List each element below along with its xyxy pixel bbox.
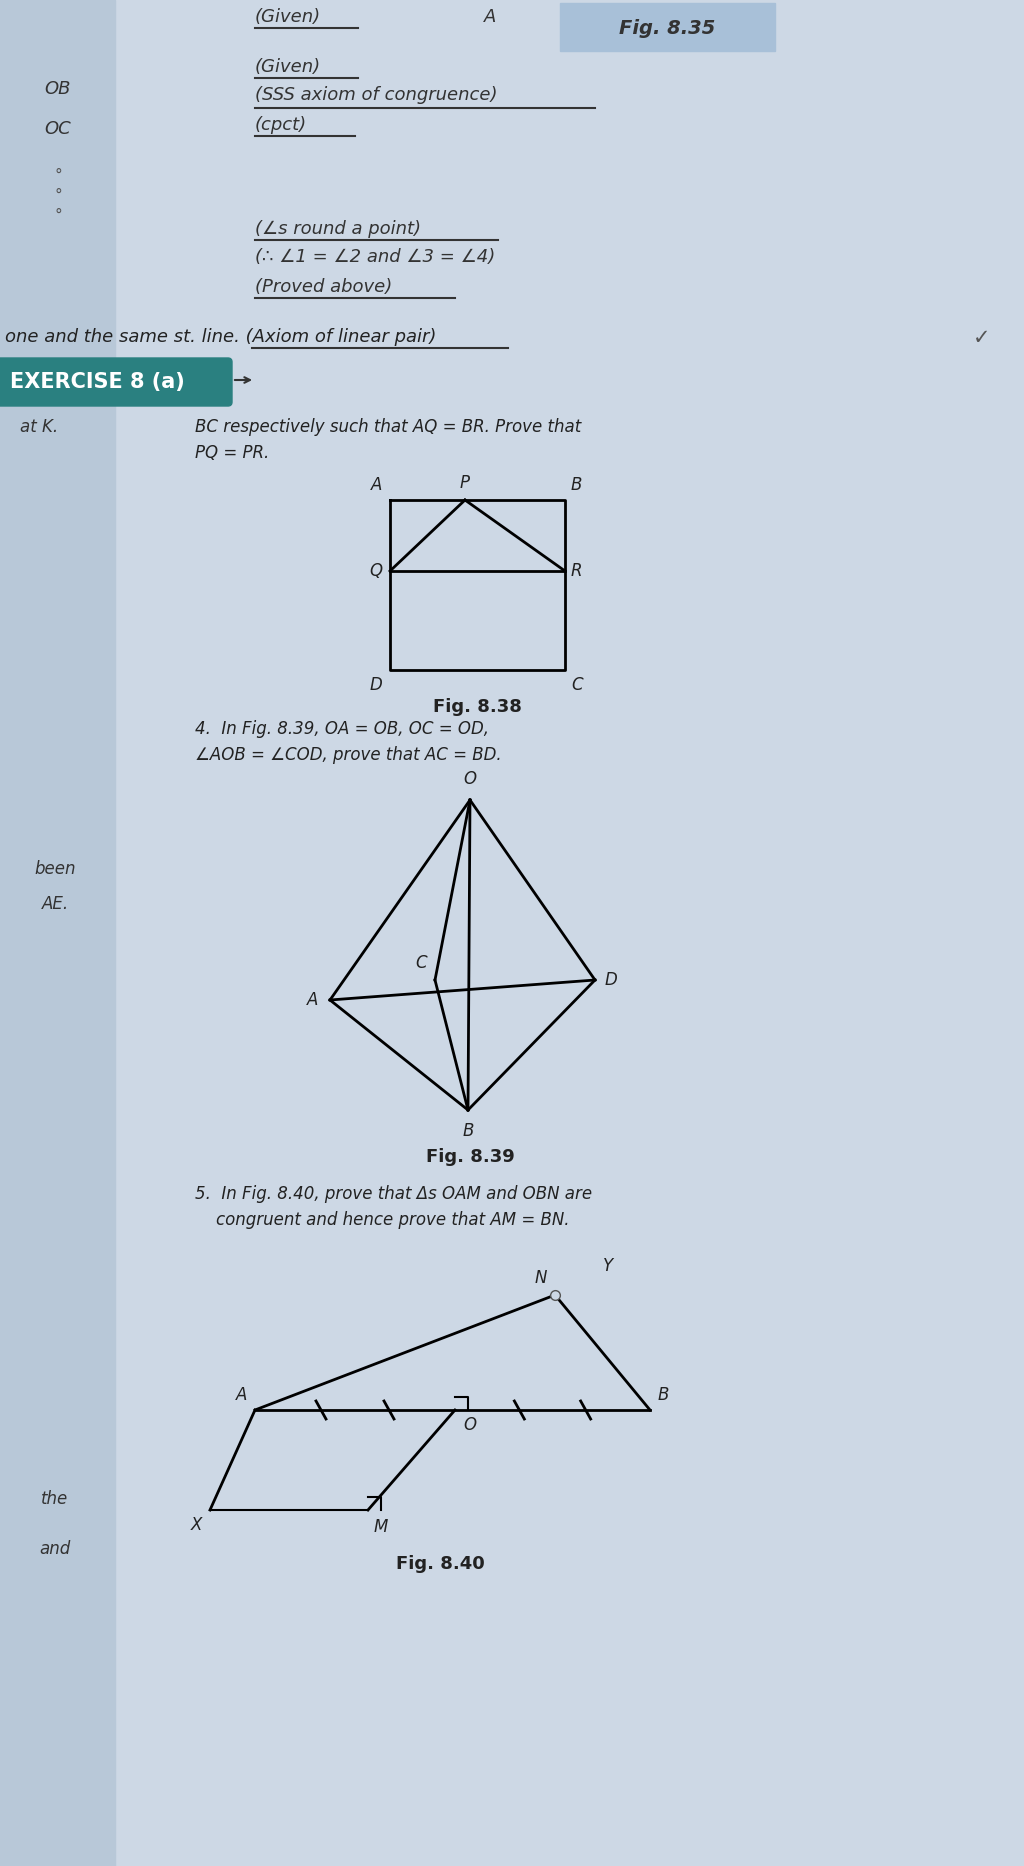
Text: (Given): (Given): [255, 7, 322, 26]
Text: AE.: AE.: [41, 896, 69, 912]
Text: C: C: [416, 954, 427, 972]
Bar: [0, 0, 115, 1866]
Text: A: A: [306, 991, 318, 1010]
Text: (Given): (Given): [255, 58, 322, 77]
Text: EXERCISE 8 (a): EXERCISE 8 (a): [10, 371, 184, 392]
Text: P: P: [460, 474, 470, 493]
Text: ∠AOB = ∠COD, prove that AC = BD.: ∠AOB = ∠COD, prove that AC = BD.: [195, 746, 502, 763]
Text: at K.: at K.: [20, 418, 58, 437]
Text: Q: Q: [369, 562, 382, 580]
Text: (SSS axiom of congruence): (SSS axiom of congruence): [255, 86, 498, 104]
Text: A: A: [483, 7, 497, 26]
Text: one and the same st. line. (Axiom of linear pair): one and the same st. line. (Axiom of lin…: [5, 328, 436, 345]
Text: N: N: [535, 1269, 547, 1288]
Text: C: C: [571, 675, 583, 694]
Text: A: A: [371, 476, 382, 494]
Text: °: °: [54, 188, 61, 203]
Text: Y: Y: [603, 1258, 613, 1274]
Text: °: °: [54, 168, 61, 183]
Text: ✓: ✓: [973, 328, 990, 347]
Bar: [560, 4, 775, 50]
Text: (Proved above): (Proved above): [255, 278, 392, 297]
Text: D: D: [370, 675, 382, 694]
Text: B: B: [571, 476, 583, 494]
Text: (cpct): (cpct): [255, 116, 307, 134]
Text: Fig. 8.35: Fig. 8.35: [618, 19, 715, 37]
Text: D: D: [605, 970, 617, 989]
Text: R: R: [571, 562, 583, 580]
Text: congruent and hence prove that AM = BN.: congruent and hence prove that AM = BN.: [195, 1211, 569, 1230]
Text: PQ = PR.: PQ = PR.: [195, 444, 269, 463]
Text: BC respectively such that AQ = BR. Prove that: BC respectively such that AQ = BR. Prove…: [195, 418, 582, 437]
Text: OC: OC: [45, 119, 72, 138]
Text: 4.  In Fig. 8.39, OA = OB, OC = OD,: 4. In Fig. 8.39, OA = OB, OC = OD,: [195, 720, 489, 737]
Text: M: M: [374, 1519, 388, 1536]
Text: Fig. 8.40: Fig. 8.40: [395, 1554, 484, 1573]
Text: Fig. 8.39: Fig. 8.39: [426, 1148, 514, 1166]
Text: (∴ ∠1 = ∠2 and ∠3 = ∠4): (∴ ∠1 = ∠2 and ∠3 = ∠4): [255, 248, 496, 267]
Text: (∠s round a point): (∠s round a point): [255, 220, 421, 239]
Text: OB: OB: [45, 80, 72, 99]
Text: °: °: [54, 207, 61, 224]
Text: A: A: [236, 1386, 247, 1403]
Text: O: O: [463, 1416, 476, 1433]
Text: B: B: [462, 1121, 474, 1140]
Text: B: B: [658, 1386, 670, 1403]
Text: the: the: [41, 1489, 69, 1508]
Text: O: O: [464, 771, 476, 787]
Text: been: been: [34, 860, 76, 879]
Text: 5.  In Fig. 8.40, prove that Δs OAM and OBN are: 5. In Fig. 8.40, prove that Δs OAM and O…: [195, 1185, 592, 1204]
Text: Fig. 8.38: Fig. 8.38: [432, 698, 521, 717]
Text: and: and: [39, 1539, 71, 1558]
FancyBboxPatch shape: [0, 358, 232, 407]
Text: X: X: [190, 1515, 202, 1534]
